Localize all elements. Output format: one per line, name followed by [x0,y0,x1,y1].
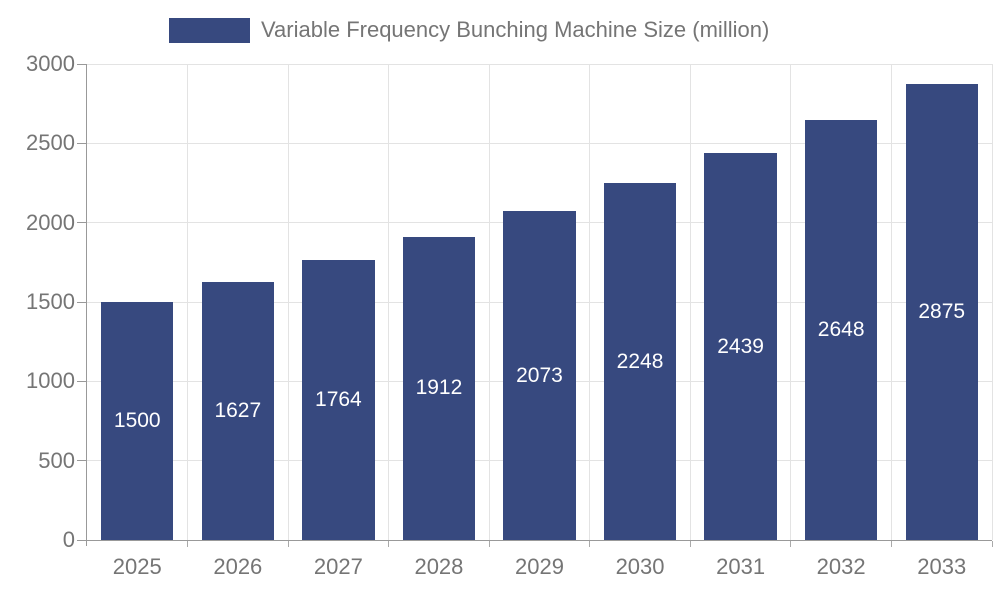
x-axis-label: 2026 [213,554,263,579]
bar[interactable]: 2073 [503,211,576,540]
y-axis-tick [77,539,86,541]
x-axis-label: 2031 [716,554,766,579]
gridline-vertical [287,64,289,540]
gridline-vertical [388,64,390,540]
y-axis-label: 500 [38,447,75,473]
x-axis-tick [388,541,390,547]
bar-value-label: 2439 [717,334,764,358]
y-axis-label: 0 [62,527,75,552]
gridline-vertical [790,64,792,540]
y-axis-tick [77,380,86,382]
bar[interactable]: 1627 [201,281,275,540]
y-axis-tick [77,460,86,462]
x-axis-label: 2032 [816,554,866,579]
x-axis-tick [790,541,792,547]
gridline-vertical [991,64,993,540]
gridline-vertical [488,64,490,540]
x-axis-label: 2027 [313,554,363,579]
bar-value-label: 2875 [918,299,966,323]
bar[interactable]: 1500 [101,302,174,540]
y-axis-tick [77,142,86,144]
gridline-vertical [689,64,691,540]
gridline-vertical [187,64,189,540]
bar[interactable]: 2439 [704,153,777,540]
x-axis-tick [589,541,591,547]
x-axis-label: 2028 [414,554,464,579]
y-axis-label: 1500 [26,289,75,314]
bar[interactable]: 2648 [804,119,878,540]
bar-value-label: 2248 [616,349,664,373]
x-axis-tick [689,541,691,547]
bar[interactable]: 2875 [905,83,978,540]
bar[interactable]: 2248 [603,183,677,540]
y-axis-label: 1000 [26,368,75,394]
y-axis-label: 3000 [26,51,75,76]
x-axis-line [86,540,992,541]
x-axis-tick [187,541,189,547]
gridline-vertical [589,64,591,540]
y-axis-tick [77,222,86,224]
bar[interactable]: 1912 [402,236,476,540]
bar[interactable]: 1764 [302,260,375,540]
x-axis-label: 2030 [615,554,665,579]
bar-value-label: 1627 [214,398,262,422]
y-axis-label: 2500 [26,130,75,156]
x-axis-label: 2025 [112,554,162,579]
y-axis-tick [77,63,86,65]
y-axis-tick [77,301,86,303]
bar-value-label: 1764 [315,388,362,412]
bar-value-label: 2648 [817,317,865,341]
legend-item[interactable]: Variable Frequency Bunching Machine Size… [169,16,769,44]
x-axis-label: 2033 [917,554,967,579]
plot-area: 0 500 1000 1500 2000 2500 3000 1500 2025 1627 2026… [26,53,993,579]
x-axis-tick [890,541,892,547]
y-axis-label: 2000 [26,209,75,235]
x-axis-tick [488,541,490,547]
legend-label: Variable Frequency Bunching Machine Size… [261,17,770,42]
x-axis-tick [991,541,993,547]
gridline-horizontal [87,142,992,144]
gridline-horizontal [87,63,992,65]
bar-value-label: 1912 [415,376,463,400]
bar-value-label: 2073 [516,363,563,387]
x-axis-tick [287,541,289,547]
bar-value-label: 1500 [113,409,161,432]
legend-swatch [169,17,250,43]
x-axis-label: 2029 [515,554,564,579]
y-axis-line [86,64,87,546]
gridline-vertical [890,64,892,540]
